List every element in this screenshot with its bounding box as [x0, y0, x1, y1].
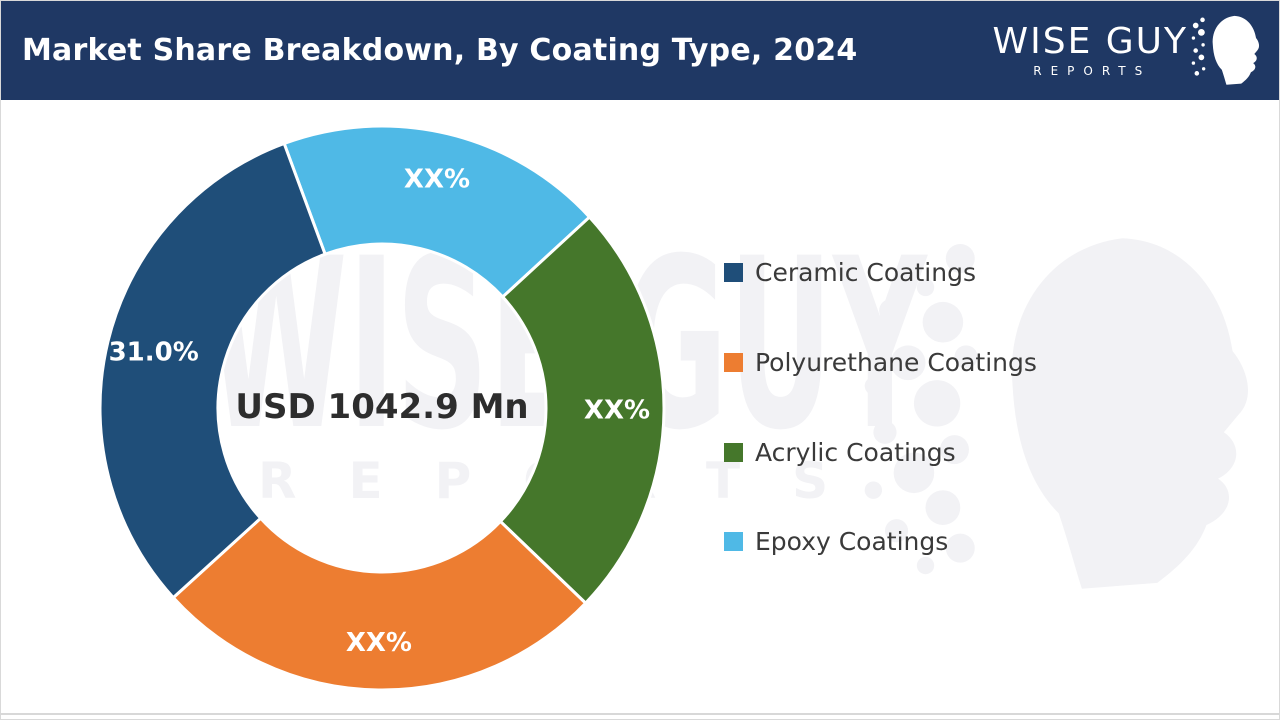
- donut-segment-acrylic-coatings: [498, 215, 666, 605]
- legend-item-ceramic-coatings: Ceramic Coatings: [724, 257, 976, 287]
- donut-center-value: USD 1042.9 Mn: [235, 387, 529, 427]
- legend-item-acrylic-coatings: Acrylic Coatings: [724, 437, 956, 467]
- legend-swatch-icon: [724, 262, 743, 282]
- segment-value-label: XX%: [584, 395, 650, 425]
- legend-swatch-icon: [724, 531, 743, 551]
- logo-text-reports: REPORTS: [1033, 63, 1152, 78]
- logo-text-wiseguy: WISE GUY: [992, 20, 1188, 62]
- wiseguy-logo: WISE GUY REPORTS: [993, 0, 1265, 100]
- legend-swatch-icon: [724, 442, 743, 462]
- legend-item-label: Polyurethane Coatings: [755, 347, 1037, 377]
- page-title: Market Share Breakdown, By Coating Type,…: [22, 32, 858, 68]
- header: Market Share Breakdown, By Coating Type,…: [0, 0, 1280, 100]
- watermark-face-icon: [864, 238, 1248, 589]
- legend-swatch-icon: [724, 352, 743, 372]
- segment-value-label: XX%: [346, 628, 412, 658]
- segment-value-label: 31.0%: [109, 337, 199, 367]
- legend-item-polyurethane-coatings: Polyurethane Coatings: [724, 347, 1037, 377]
- logo-face-icon: [1191, 15, 1260, 85]
- donut-segment-polyurethane-coatings: [171, 516, 588, 692]
- donut-segment-ceramic-coatings: [98, 142, 327, 600]
- legend-item-label: Acrylic Coatings: [755, 437, 956, 467]
- bottom-divider: [0, 713, 1280, 715]
- legend-item-label: Epoxy Coatings: [755, 526, 949, 556]
- legend-item-epoxy-coatings: Epoxy Coatings: [724, 526, 949, 556]
- logo-wordmark: WISE GUY REPORTS: [992, 20, 1189, 78]
- legend-item-label: Ceramic Coatings: [755, 257, 976, 287]
- segment-value-label: XX%: [404, 165, 470, 195]
- donut-segment-epoxy-coatings: [282, 124, 592, 299]
